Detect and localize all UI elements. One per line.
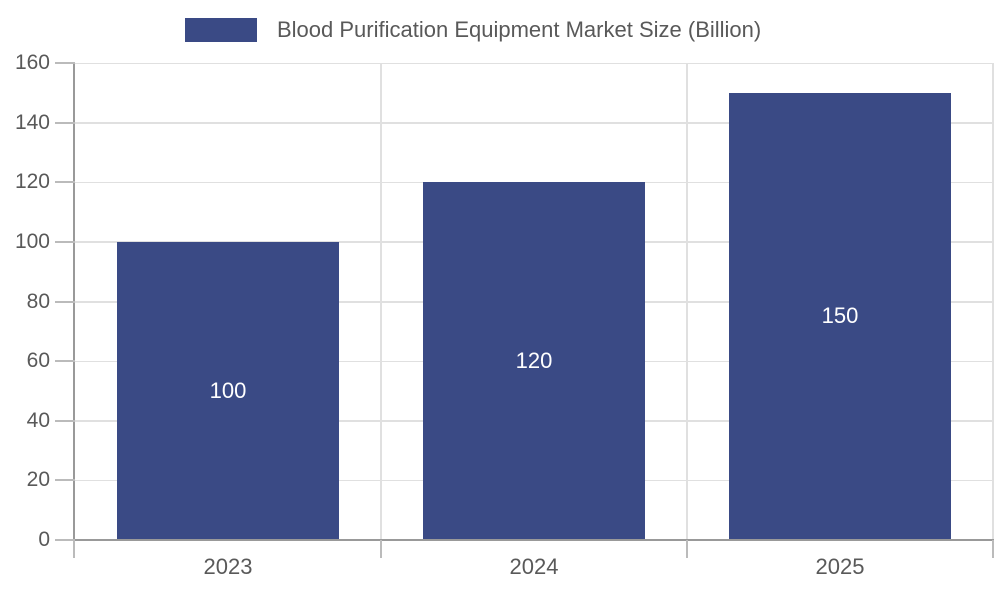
y-axis-label: 100 <box>14 229 50 253</box>
y-axis-tick <box>55 300 75 303</box>
gridline-horizontal <box>75 62 993 64</box>
legend-item[interactable]: Blood Purification Equipment Market Size… <box>185 16 761 44</box>
y-axis-label: 60 <box>26 349 50 373</box>
y-axis-label: 40 <box>26 408 50 432</box>
x-axis-label: 2023 <box>203 554 253 579</box>
plot-area: 100 120 150 <box>75 62 994 540</box>
y-axis-label: 80 <box>26 289 50 313</box>
x-axis-line <box>73 539 994 541</box>
x-axis-label: 2025 <box>815 554 865 579</box>
bar-2025[interactable]: 150 <box>729 92 951 540</box>
x-axis-tick <box>73 540 75 558</box>
gridline-vertical <box>380 63 382 540</box>
gridline-horizontal <box>75 122 993 124</box>
legend-label: Blood Purification Equipment Market Size… <box>277 17 762 42</box>
x-axis-label: 2024 <box>509 554 559 579</box>
x-axis-tick <box>686 540 688 558</box>
y-axis-label: 0 <box>38 528 50 551</box>
bar-value-label: 100 <box>209 377 247 403</box>
y-axis-tick <box>55 360 75 363</box>
bar-2023[interactable]: 100 <box>117 241 339 540</box>
bar-value-label: 150 <box>821 303 859 329</box>
y-axis-label: 160 <box>14 51 50 74</box>
bar-2024[interactable]: 120 <box>423 182 645 540</box>
y-axis-tick <box>55 479 75 482</box>
y-axis-label: 140 <box>14 110 50 134</box>
y-axis-tick <box>55 181 75 184</box>
y-axis-label: 20 <box>26 468 50 492</box>
legend-swatch <box>185 18 257 42</box>
x-axis-tick <box>992 540 994 558</box>
x-axis-tick <box>380 540 382 558</box>
bar-value-label: 120 <box>515 348 553 374</box>
y-axis-tick <box>55 121 75 124</box>
gridline-vertical <box>992 63 994 540</box>
y-axis-tick <box>55 419 75 422</box>
gridline-vertical <box>686 63 688 540</box>
y-axis-tick <box>55 62 75 64</box>
y-axis-tick <box>55 240 75 243</box>
y-axis-tick <box>55 539 75 541</box>
y-axis-label: 120 <box>14 170 50 194</box>
